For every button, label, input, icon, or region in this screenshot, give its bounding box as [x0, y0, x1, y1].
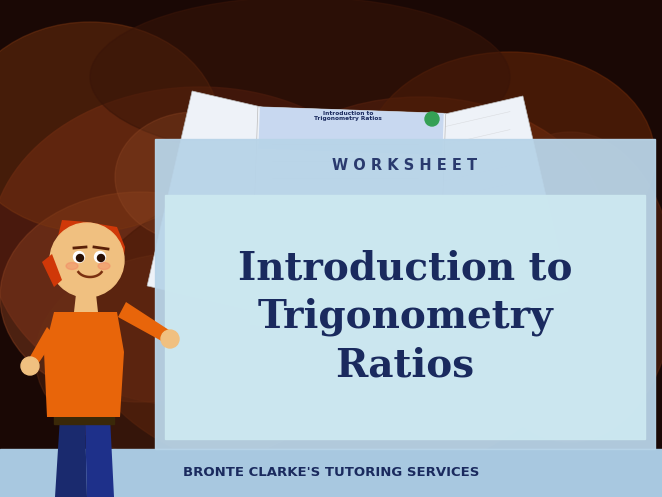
Text: Introduction to
Trigonometry Ratios: Introduction to Trigonometry Ratios — [314, 111, 382, 121]
Ellipse shape — [285, 147, 475, 307]
Polygon shape — [52, 220, 125, 280]
Polygon shape — [27, 327, 56, 370]
Polygon shape — [44, 312, 124, 417]
Ellipse shape — [365, 52, 655, 262]
Polygon shape — [55, 417, 87, 497]
Ellipse shape — [0, 22, 220, 232]
Ellipse shape — [0, 192, 280, 402]
Polygon shape — [118, 302, 172, 344]
Polygon shape — [74, 294, 98, 312]
Bar — [165, 195, 645, 439]
Ellipse shape — [465, 132, 662, 442]
Polygon shape — [147, 91, 353, 323]
Polygon shape — [362, 96, 568, 328]
Circle shape — [77, 254, 83, 261]
Polygon shape — [85, 417, 114, 497]
Circle shape — [97, 254, 105, 261]
Ellipse shape — [425, 257, 575, 377]
Ellipse shape — [80, 172, 580, 482]
Circle shape — [95, 251, 105, 262]
Text: BRONTE CLARKE'S TUTORING SERVICES: BRONTE CLARKE'S TUTORING SERVICES — [183, 467, 479, 480]
Bar — [0, 449, 662, 497]
Ellipse shape — [235, 97, 605, 357]
Bar — [155, 139, 655, 449]
Ellipse shape — [98, 262, 110, 269]
Circle shape — [73, 251, 85, 262]
Ellipse shape — [375, 187, 505, 297]
Ellipse shape — [66, 262, 78, 269]
Ellipse shape — [115, 112, 275, 242]
Text: Introduction to
Trigonometry
Ratios: Introduction to Trigonometry Ratios — [238, 249, 572, 385]
Ellipse shape — [35, 252, 345, 462]
Ellipse shape — [0, 87, 410, 407]
Polygon shape — [250, 107, 446, 331]
Circle shape — [161, 330, 179, 348]
Circle shape — [21, 357, 39, 375]
Circle shape — [50, 223, 124, 297]
Bar — [54, 412, 114, 424]
Polygon shape — [42, 254, 62, 287]
Polygon shape — [258, 107, 444, 155]
Circle shape — [425, 112, 439, 126]
Text: W O R K S H E E T: W O R K S H E E T — [332, 158, 477, 172]
Ellipse shape — [90, 0, 510, 157]
